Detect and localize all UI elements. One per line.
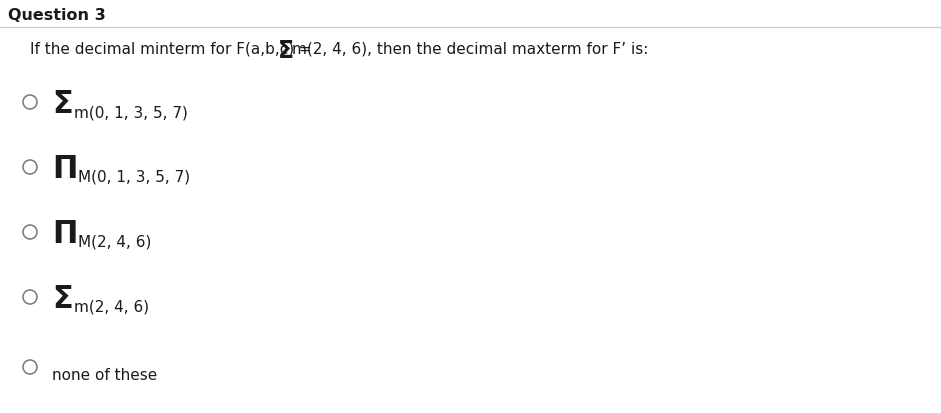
Text: If the decimal minterm for F(a,b,c) =: If the decimal minterm for F(a,b,c) = [30,42,316,57]
Text: m(2, 4, 6): m(2, 4, 6) [74,299,149,314]
Text: Question 3: Question 3 [8,8,105,23]
Text: none of these: none of these [52,367,157,382]
Text: M(0, 1, 3, 5, 7): M(0, 1, 3, 5, 7) [78,170,190,185]
Text: Σ: Σ [52,90,72,119]
Text: m(0, 1, 3, 5, 7): m(0, 1, 3, 5, 7) [74,105,188,120]
Text: m(2, 4, 6), then the decimal maxterm for F’ is:: m(2, 4, 6), then the decimal maxterm for… [292,42,648,57]
Text: Σ: Σ [278,39,295,63]
Text: M(2, 4, 6): M(2, 4, 6) [78,235,152,249]
Text: Π: Π [52,154,77,183]
Text: Π: Π [52,219,77,248]
Text: Σ: Σ [52,284,72,313]
